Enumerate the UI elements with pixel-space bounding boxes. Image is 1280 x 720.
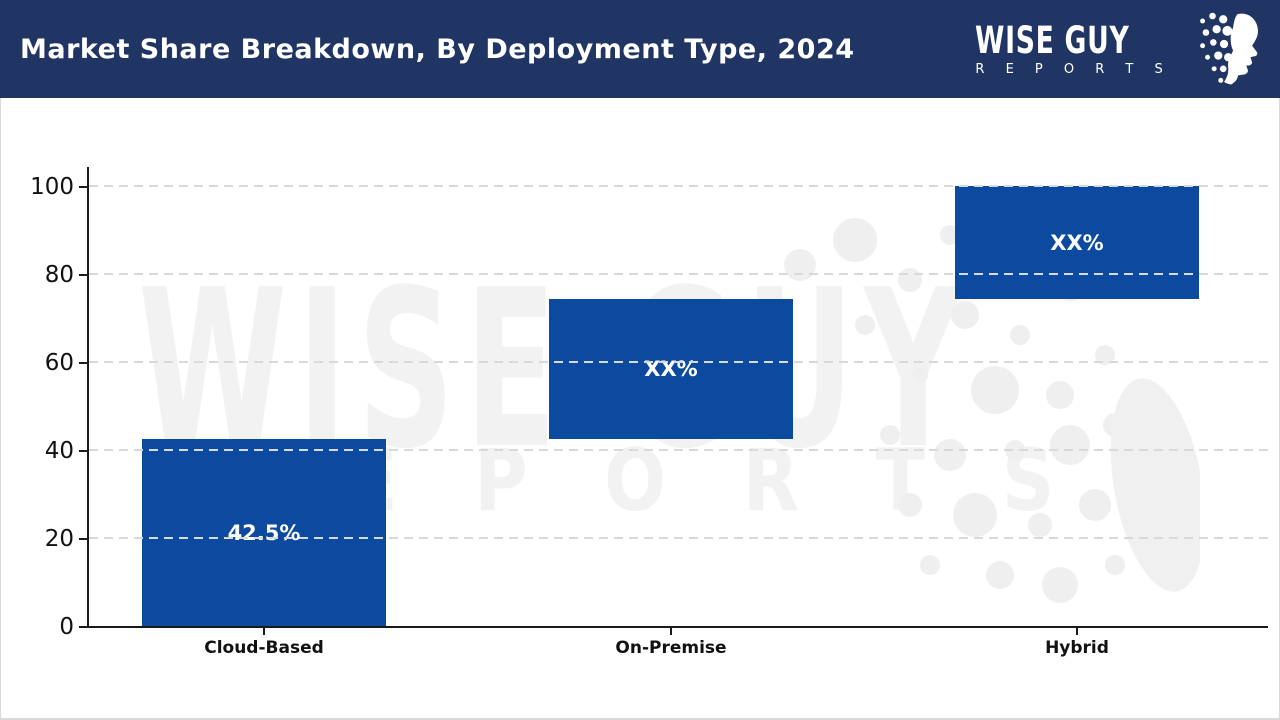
- logo-text: WISE GUY R E P O R T S: [975, 22, 1190, 76]
- x-axis-line: [87, 626, 1268, 628]
- x-tick-mark: [1076, 628, 1078, 635]
- logo-face-icon: [1200, 12, 1258, 85]
- x-tick-mark: [670, 628, 672, 635]
- gridline-y100: [89, 185, 1268, 187]
- x-category-label: Hybrid: [1045, 638, 1109, 658]
- gridline-y40: [89, 449, 1268, 451]
- y-tick-mark: [79, 626, 87, 628]
- header-bar: Market Share Breakdown, By Deployment Ty…: [0, 0, 1280, 98]
- logo-subtitle: R E P O R T S: [975, 62, 1172, 77]
- left-edge-line: [0, 98, 1, 720]
- y-tick-label: 20: [44, 526, 74, 552]
- y-tick-mark: [79, 538, 87, 540]
- wiseguy-logo: WISE GUY R E P O R T S: [975, 9, 1280, 89]
- y-tick-label: 60: [44, 350, 74, 376]
- y-tick-mark: [79, 362, 87, 364]
- y-axis-line: [87, 167, 89, 628]
- gridline-y80: [89, 273, 1268, 275]
- y-tick-label: 40: [44, 438, 74, 464]
- logo-wordmark: WISE GUY: [975, 19, 1130, 62]
- x-tick-mark: [263, 628, 265, 635]
- bottom-edge-line: [0, 718, 1280, 720]
- y-tick-label: 0: [59, 614, 74, 640]
- bar-value-label: 42.5%: [227, 520, 301, 545]
- bar-value-label: XX%: [1050, 230, 1104, 255]
- gridline-y60: [89, 361, 1268, 363]
- y-tick-label: 80: [44, 262, 74, 288]
- y-tick-mark: [79, 274, 87, 276]
- gridline-y20: [89, 537, 1268, 539]
- y-tick-label: 100: [30, 174, 74, 200]
- bar-cloud-based: 42.5%: [142, 439, 386, 626]
- y-tick-mark: [79, 450, 87, 452]
- bar-on-premise: XX%: [549, 299, 793, 439]
- x-category-label: On-Premise: [615, 638, 727, 658]
- y-tick-mark: [79, 186, 87, 188]
- page-title: Market Share Breakdown, By Deployment Ty…: [20, 33, 855, 65]
- x-category-label: Cloud-Based: [204, 638, 324, 658]
- bar-hybrid: XX%: [955, 186, 1199, 300]
